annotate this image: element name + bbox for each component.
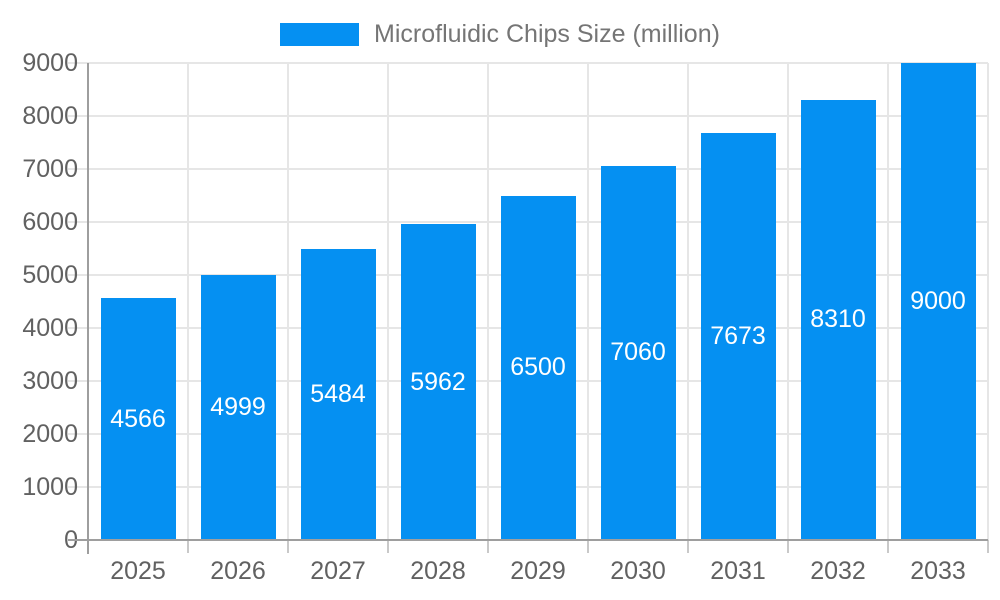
x-tick-label: 2026 (210, 557, 266, 585)
bar[interactable] (300, 249, 376, 540)
x-tick-label: 2028 (410, 557, 466, 585)
gridline-vertical (987, 63, 989, 540)
x-axis-tick (187, 540, 189, 553)
bar-value-label: 9000 (910, 287, 966, 315)
legend[interactable]: Microfluidic Chips Size (million) (0, 20, 1000, 48)
y-tick-label: 9000 (22, 49, 78, 77)
bar-value-label: 8310 (810, 305, 866, 334)
x-tick-label: 2032 (810, 557, 866, 585)
x-tick-label: 2027 (310, 557, 366, 585)
y-tick-label: 3000 (22, 367, 78, 395)
x-tick-label: 2031 (710, 557, 766, 585)
x-axis-tick (987, 540, 989, 553)
x-tick-label: 2029 (510, 557, 566, 585)
y-tick-label: 5000 (22, 261, 78, 289)
bar[interactable] (400, 224, 476, 540)
bar[interactable] (500, 195, 576, 540)
x-axis-line (68, 539, 988, 541)
bar-value-label: 4566 (110, 404, 166, 433)
x-axis-tick (387, 540, 389, 553)
y-tick-label: 4000 (22, 314, 78, 342)
gridline-horizontal (68, 115, 988, 117)
y-tick-label: 2000 (22, 420, 78, 448)
x-axis-tick (487, 540, 489, 553)
gridline-vertical (287, 63, 289, 540)
y-tick-label: 0 (0, 526, 78, 554)
bar[interactable] (800, 99, 876, 540)
gridline-horizontal (68, 62, 988, 64)
x-tick-label: 2025 (110, 557, 166, 585)
bar-value-label: 6500 (510, 353, 566, 382)
gridline-horizontal (68, 168, 988, 170)
x-tick-label: 2030 (610, 557, 666, 585)
y-tick-label: 8000 (22, 102, 78, 130)
bar-value-label: 5962 (410, 367, 466, 396)
bar-value-label: 7673 (710, 322, 766, 351)
gridline-vertical (587, 63, 589, 540)
gridline-vertical (887, 63, 889, 540)
gridline-vertical (487, 63, 489, 540)
bar[interactable] (100, 298, 176, 540)
bar[interactable] (900, 63, 976, 540)
bar-value-label: 5484 (310, 380, 366, 409)
x-axis-tick (687, 540, 689, 553)
y-axis-line (87, 63, 89, 554)
gridline-vertical (787, 63, 789, 540)
x-axis-tick (787, 540, 789, 553)
gridline-vertical (187, 63, 189, 540)
x-axis-tick (287, 540, 289, 553)
x-tick-label: 2033 (910, 557, 966, 585)
y-tick-label: 7000 (22, 155, 78, 183)
legend-swatch (280, 22, 360, 46)
gridline-vertical (687, 63, 689, 540)
y-tick-label: 6000 (22, 208, 78, 236)
bar[interactable] (700, 133, 776, 540)
bar[interactable] (600, 165, 676, 540)
y-tick-label: 1000 (22, 473, 78, 501)
legend-label: Microfluidic Chips Size (million) (374, 20, 720, 48)
gridline-vertical (387, 63, 389, 540)
bar[interactable] (200, 275, 276, 540)
bar-value-label: 4999 (210, 393, 266, 422)
x-axis-tick (587, 540, 589, 553)
x-axis-tick (887, 540, 889, 553)
bar-value-label: 7060 (610, 338, 666, 367)
